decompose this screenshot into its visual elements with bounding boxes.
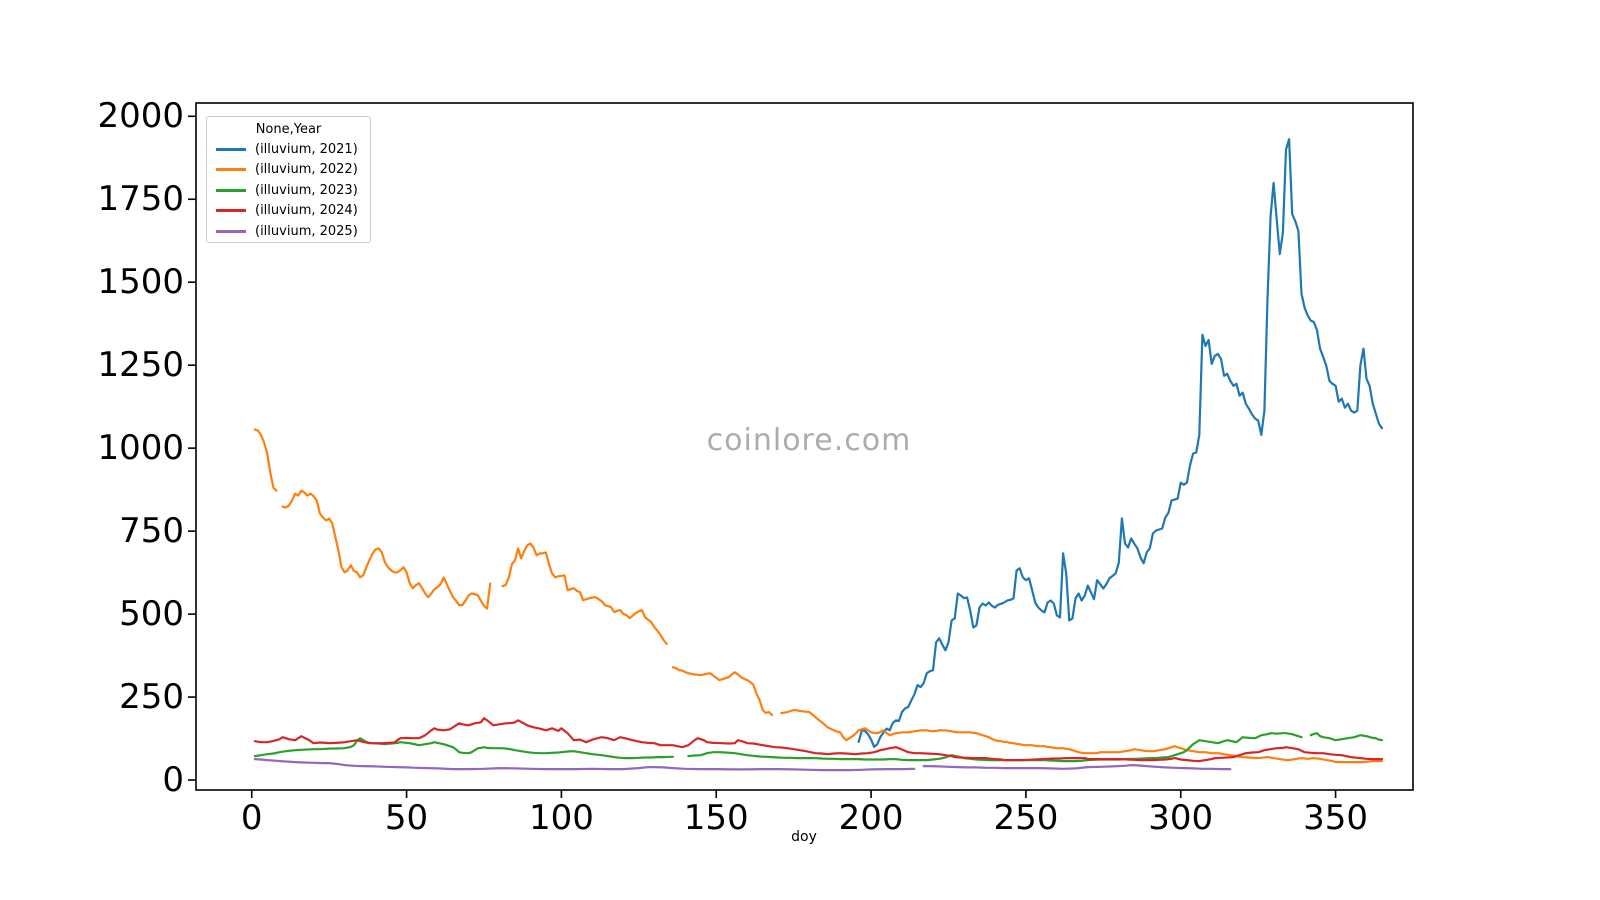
legend-title: None,Year [255, 122, 322, 137]
legend-label: (illuvium, 2023) [255, 182, 358, 198]
watermark: coinlore.com [706, 423, 912, 458]
y-axis-tick-label: 250 [119, 677, 184, 718]
series-line-2023 [253, 732, 1384, 763]
legend-line-swatch-2024-icon [216, 209, 246, 213]
x-axis-tick-label: 200 [838, 798, 904, 838]
y-axis-tick-label: 500 [119, 594, 184, 635]
series-line-2025 [253, 758, 1232, 772]
legend-item-2021: (illuvium, 2021) [207, 139, 370, 160]
legend-item-2022: (illuvium, 2022) [207, 160, 370, 181]
y-axis-tick-label: 750 [119, 511, 184, 552]
x-axis-tick-label: 0 [240, 798, 263, 838]
legend-label: (illuvium, 2021) [255, 141, 358, 157]
y-axis-tick-label: 1750 [97, 179, 184, 220]
x-axis-tick-label: 50 [384, 798, 429, 838]
legend-line-swatch-2021-icon [216, 147, 246, 151]
y-axis-tick-label: 1000 [97, 428, 184, 469]
legend-label: (illuvium, 2024) [255, 203, 358, 219]
series-line-2022 [253, 428, 1384, 764]
legend-item-2023: (illuvium, 2023) [207, 180, 370, 201]
y-axis-tick-label: 2000 [97, 96, 184, 137]
x-axis-tick-label: 150 [683, 798, 749, 838]
series-line-2024 [253, 717, 1384, 763]
y-axis-tick-label: 0 [162, 760, 184, 801]
x-axis-tick-label: 100 [528, 798, 594, 838]
legend: None,Year (illuvium, 2021) (illuvium, 20… [206, 116, 371, 243]
legend-item-2025: (illuvium, 2025) [207, 221, 370, 242]
legend-label: (illuvium, 2025) [255, 223, 358, 239]
x-axis-tick-label: 250 [993, 798, 1059, 838]
legend-label: (illuvium, 2022) [255, 162, 358, 178]
series-line-2021 [857, 138, 1384, 748]
y-axis-tick-label: 1250 [97, 345, 184, 386]
plot-border [195, 102, 1414, 791]
y-axis-tick-label: 1500 [97, 262, 184, 303]
x-axis-tick-label: 300 [1148, 798, 1214, 838]
legend-line-swatch-2023-icon [216, 188, 246, 192]
legend-line-swatch-2022-icon [216, 168, 246, 172]
legend-item-2024: (illuvium, 2024) [207, 201, 370, 222]
x-axis-tick-label: 350 [1303, 798, 1369, 838]
legend-line-swatch-2025-icon [216, 229, 246, 233]
x-axis-title: doy [791, 829, 817, 845]
